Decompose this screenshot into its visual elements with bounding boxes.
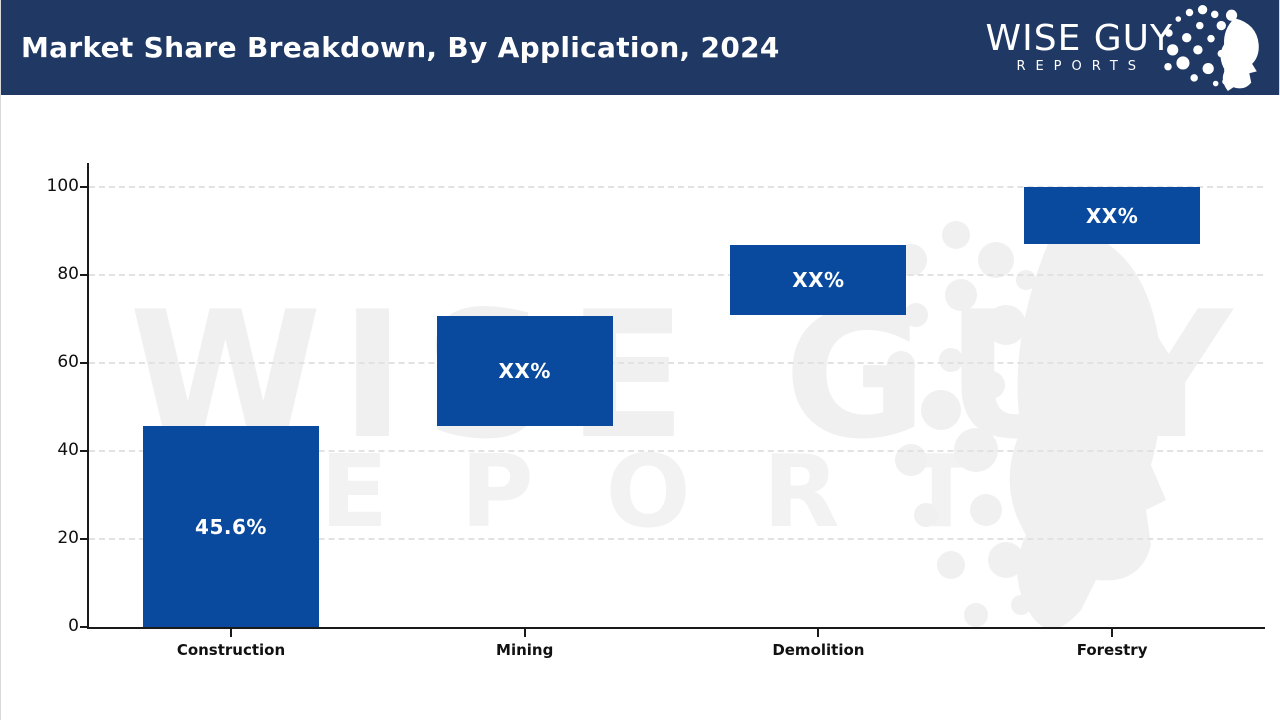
x-category-label: Forestry [1076,641,1148,659]
bar-demolition: XX% [730,244,907,316]
page-title: Market Share Breakdown, By Application, … [21,31,780,64]
y-tick-label: 100 [46,176,79,196]
y-tick-label: 20 [57,528,79,548]
wise-guy-reports-logo: WISE GUY REPORTS [986,0,1264,95]
x-tick-mark [817,629,820,637]
y-tick-mark [80,450,88,452]
logo-text: WISE GUY REPORTS [985,18,1174,75]
y-tick-label: 0 [68,616,79,636]
x-category-label: Construction [176,641,286,659]
logo-head-icon [1164,4,1259,91]
y-tick-mark [80,626,88,628]
gridline-60 [89,362,1263,364]
x-axis-line [87,627,1265,629]
bar-value-label: 45.6% [195,514,267,539]
x-tick-mark [523,629,526,637]
x-tick-mark [1111,629,1114,637]
logo-subtitle: REPORTS [1016,59,1147,74]
bar-value-label: XX% [1085,203,1139,228]
chart-area: WISE GUY REPORTS 0 20 40 60 80 100 45.6% XX% XX… [1,95,1280,720]
bar-construction: 45.6% [143,426,319,627]
gridline-20 [89,538,1263,540]
header-bar: Market Share Breakdown, By Application, … [1,0,1279,95]
bar-mining: XX% [436,316,613,427]
y-tick-mark [80,186,88,188]
y-tick-mark [80,538,88,540]
bar-forestry: XX% [1024,187,1201,245]
gridline-40 [89,450,1263,452]
logo-wordmark: WISE GUY [985,18,1173,59]
bar-value-label: XX% [792,267,845,292]
y-axis-line [87,163,89,629]
y-tick-mark [80,274,88,276]
gridline-80 [89,274,1263,276]
x-category-label: Demolition [772,641,865,659]
gridline-100 [89,186,1263,188]
x-category-label: Mining [496,641,554,659]
x-tick-mark [230,629,232,637]
y-tick-mark [80,362,88,364]
bar-value-label: XX% [498,359,551,384]
y-tick-label: 60 [57,352,79,372]
y-tick-label: 40 [57,440,79,460]
y-tick-label: 80 [57,264,79,284]
